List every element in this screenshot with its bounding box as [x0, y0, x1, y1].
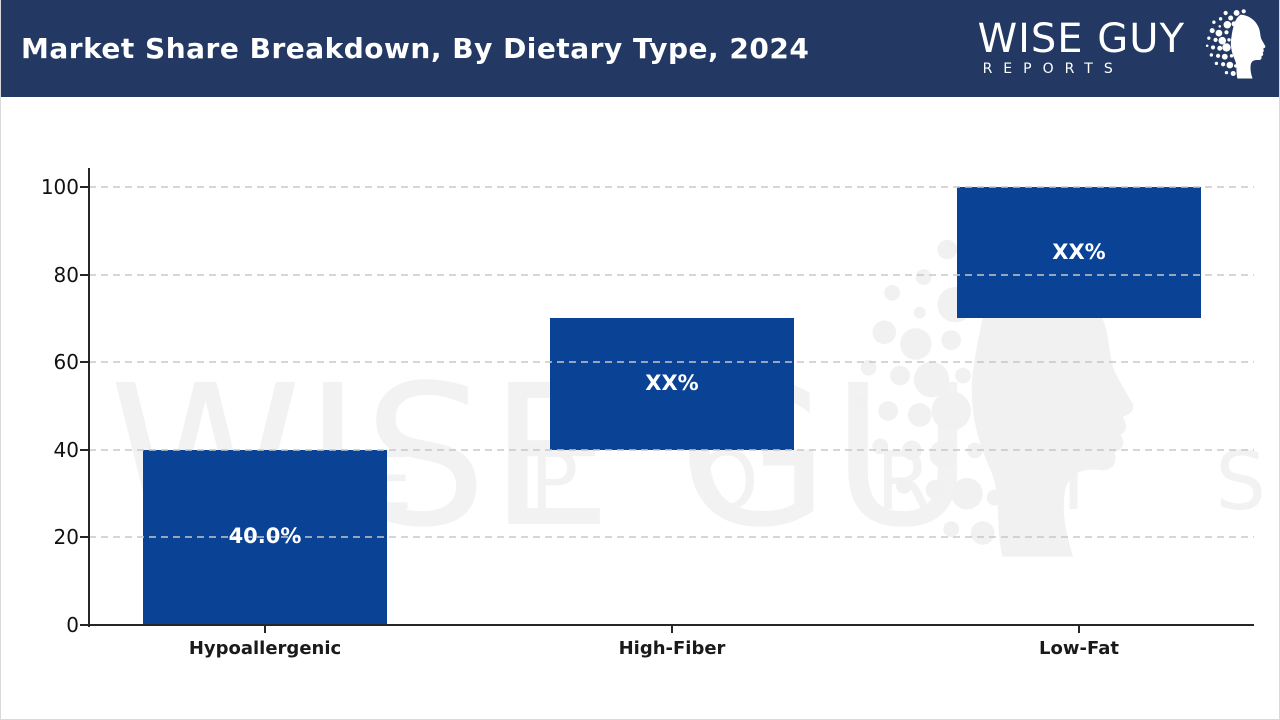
y-tick-40 — [80, 448, 88, 451]
y-tick-100 — [80, 186, 88, 188]
chart-area: WISE GUY R E P O R T S 0 20 40 60 80 100 40.0%… — [1, 97, 1279, 719]
x-tick-2 — [1078, 626, 1080, 633]
bar-value-label: 40.0% — [228, 524, 302, 549]
x-tick-1 — [671, 626, 673, 633]
y-tick-80 — [80, 273, 88, 276]
bar-high-fiber — [550, 318, 794, 450]
wiseguy-logo-text: WISE GUY REPORTS — [978, 18, 1185, 77]
x-axis-line — [88, 624, 1254, 626]
gridline-20 — [89, 536, 1254, 539]
gridline-100 — [89, 186, 1254, 188]
header-bar: Market Share Breakdown, By Dietary Type,… — [1, 0, 1279, 97]
logo-wordmark: WISE GUY — [977, 15, 1185, 62]
y-tick-label-20: 20 — [53, 525, 79, 550]
y-tick-label-40: 40 — [53, 437, 79, 462]
x-category-label: High-Fiber — [618, 638, 726, 659]
wiseguy-logo: WISE GUY REPORTS — [978, 4, 1271, 90]
gridline-80 — [89, 273, 1254, 276]
bar-value-label: XX% — [1052, 239, 1106, 264]
y-tick-label-80: 80 — [53, 262, 79, 287]
bar-value-label: XX% — [645, 371, 699, 396]
y-tick-label-0: 0 — [66, 613, 79, 637]
gridline-60 — [89, 361, 1254, 364]
y-tick-0 — [80, 624, 88, 626]
x-category-label: Hypoallergenic — [188, 638, 342, 659]
y-tick-label-60: 60 — [53, 350, 79, 375]
y-tick-60 — [80, 361, 88, 364]
y-tick-20 — [80, 536, 88, 539]
chart-title: Market Share Breakdown, By Dietary Type,… — [21, 32, 810, 65]
logo-subtext: REPORTS — [982, 60, 1124, 77]
x-category-label: Low-Fat — [1039, 638, 1119, 659]
wiseguy-head-icon — [1205, 9, 1266, 79]
bar-low-fat — [957, 187, 1201, 319]
x-tick-0 — [264, 626, 266, 633]
gridline-40 — [89, 448, 1254, 451]
y-axis-line — [88, 168, 90, 627]
y-tick-label-100: 100 — [40, 175, 79, 199]
